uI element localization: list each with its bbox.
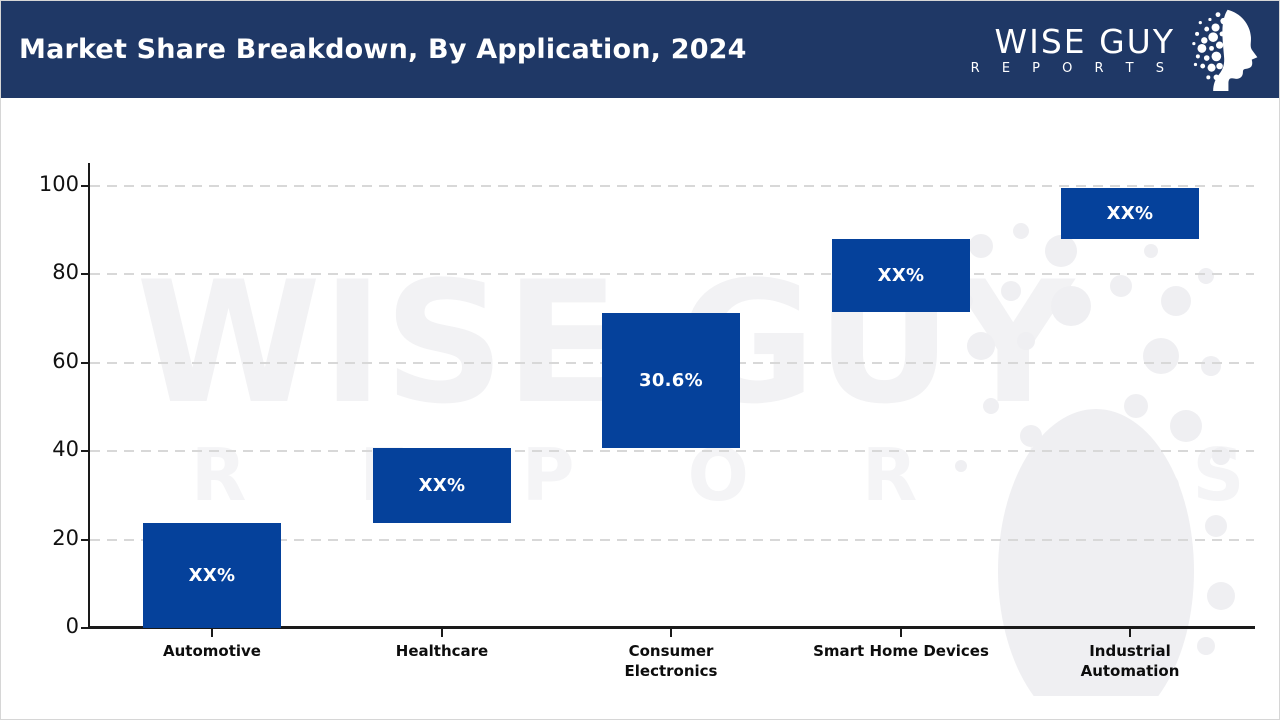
x-tick-label-automotive: Automotive [163, 642, 261, 660]
x-tick-industrial-automation [1129, 628, 1131, 637]
gridline-100 [90, 185, 1254, 187]
y-tick-0 [81, 627, 90, 629]
header-bar: Market Share Breakdown, By Application, … [1, 1, 1279, 98]
x-tick-label-consumer-electronics: Consumer Electronics [624, 642, 718, 681]
bar-value-label-industrial-automation: XX% [1106, 203, 1154, 225]
bar-value-label-automotive: XX% [188, 565, 236, 587]
x-tick-label-healthcare: Healthcare [395, 642, 489, 660]
brand-logo: WISE GUY R E P O R T S [971, 9, 1267, 91]
y-tick-40 [81, 450, 90, 453]
x-tick-label-smart-home-devices: Smart Home Devices [813, 642, 989, 660]
y-tick-100 [81, 185, 90, 187]
y-tick-label-40: 40 [52, 437, 79, 462]
bar-automotive: XX% [143, 523, 281, 628]
bar-value-label-consumer-electronics: 30.6% [639, 369, 703, 391]
bar-value-label-smart-home-devices: XX% [877, 265, 925, 287]
bar-consumer-electronics: 30.6% [602, 312, 740, 449]
page-title: Market Share Breakdown, By Application, … [19, 34, 747, 65]
logo-wordmark: WISE GUY [994, 21, 1175, 61]
gridline-40 [90, 450, 1254, 453]
y-tick-label-80: 80 [52, 260, 79, 285]
y-tick-label-100: 100 [38, 172, 79, 196]
y-tick-label-20: 20 [52, 525, 79, 550]
watermark-head-graphic [955, 223, 1235, 696]
x-tick-automotive [211, 628, 213, 637]
x-axis-line [88, 626, 1255, 629]
logo-wordmark-block: WISE GUY R E P O R T S [971, 25, 1175, 75]
logo-tagline: R E P O R T S [970, 60, 1173, 76]
y-tick-label-0: 0 [65, 614, 79, 638]
logo-head-icon [1192, 9, 1258, 91]
bar-healthcare: XX% [373, 448, 511, 524]
y-tick-20 [81, 538, 90, 541]
bar-value-label-healthcare: XX% [418, 475, 466, 497]
x-tick-consumer-electronics [670, 628, 672, 637]
x-tick-healthcare [441, 628, 443, 637]
bar-smart-home-devices: XX% [832, 239, 970, 313]
y-tick-80 [81, 273, 90, 276]
x-tick-smart-home-devices [900, 628, 902, 637]
y-axis-line [88, 163, 90, 629]
x-tick-label-industrial-automation: Industrial Automation [1080, 642, 1180, 681]
gridline-80 [90, 273, 1254, 276]
bar-industrial-automation: XX% [1061, 187, 1199, 240]
y-tick-label-60: 60 [52, 348, 79, 373]
gridline-20 [90, 538, 1254, 541]
y-tick-60 [81, 361, 90, 364]
